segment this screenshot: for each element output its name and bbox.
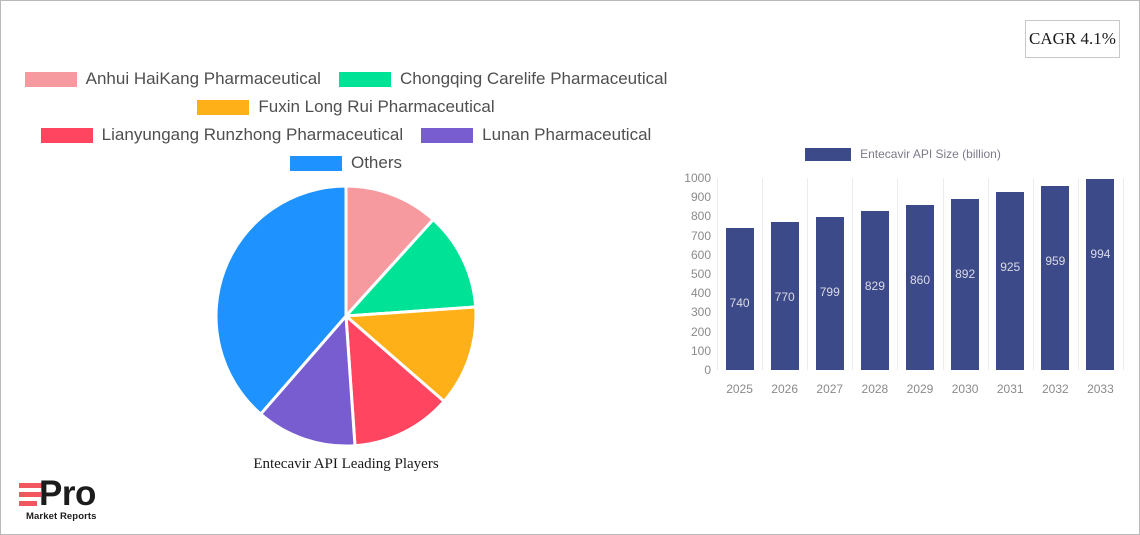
x-axis-tick-label: 2029 [906, 382, 934, 396]
pro-market-reports-logo: Pro Market Reports [19, 474, 119, 524]
bar-value-label: 925 [1000, 260, 1021, 275]
bar-value-label: 959 [1045, 253, 1066, 268]
bar[interactable] [815, 216, 844, 370]
pie-chart-svg [215, 185, 477, 447]
x-axis-tick-label: 2030 [951, 382, 979, 396]
pie-legend-item[interactable]: Fuxin Long Rui Pharmaceutical [197, 97, 495, 117]
legend-swatch [338, 71, 391, 87]
grid-line [897, 178, 899, 370]
logo-tagline: Market Reports [26, 511, 97, 522]
bar-value-label: 829 [864, 278, 885, 293]
pie-slice[interactable] [342, 217, 477, 318]
bar-value-label: 892 [955, 266, 976, 281]
pie-slice[interactable] [342, 305, 477, 404]
pie-chart-caption: Entecavir API Leading Players [253, 456, 439, 472]
bar-legend-swatch [805, 147, 852, 161]
pie-slice[interactable] [215, 185, 348, 417]
pie-legend-item[interactable]: Anhui HaiKang Pharmaceutical [24, 69, 321, 89]
bar-value-label: 994 [1090, 247, 1111, 262]
grid-line [717, 178, 718, 370]
legend-item-label: Others [350, 153, 403, 172]
legend-row: Others [1, 153, 691, 173]
bar-value-label: 770 [774, 290, 795, 305]
pie-chart [215, 185, 477, 447]
grid-line [987, 178, 989, 370]
pie-legend: Anhui HaiKang Pharmaceutical Chongqing Ca… [1, 61, 691, 173]
y-axis-tick-label: 200 [690, 324, 711, 339]
pie-legend-item[interactable]: Chongqing Carelife Pharmaceutical [338, 69, 668, 89]
bar[interactable] [860, 210, 889, 370]
legend-swatch [24, 71, 77, 87]
pie-legend-item[interactable]: Lianyungang Runzhong Pharmaceutical [40, 125, 404, 145]
logo-wordmark: Pro [39, 474, 96, 513]
y-axis-tick-label: 0 [704, 363, 711, 377]
grid-line [762, 178, 764, 370]
grid-line [1077, 178, 1079, 370]
bar[interactable] [725, 227, 754, 370]
legend-row: Fuxin Long Rui Pharmaceutical [1, 97, 691, 117]
legend-item-label: Chongqing Carelife Pharmaceutical [399, 69, 668, 88]
bar-value-label: 740 [729, 295, 750, 310]
pie-slice[interactable] [344, 312, 447, 447]
x-axis-tick-label: 2025 [726, 382, 753, 396]
bar[interactable] [906, 204, 934, 370]
bar[interactable] [1086, 179, 1115, 370]
y-axis-tick-label: 1000 [684, 171, 711, 185]
x-axis-tick-label: 2032 [1041, 382, 1069, 396]
bar-value-label: 860 [909, 272, 931, 287]
y-axis-tick-label: 300 [690, 305, 711, 320]
y-axis-tick-label: 600 [690, 247, 711, 262]
x-axis-tick-label: 2027 [816, 382, 844, 396]
legend-swatch [289, 155, 342, 171]
pie-legend-item[interactable]: Others [289, 153, 403, 173]
y-axis-tick-label: 500 [690, 267, 711, 281]
pie-legend-item[interactable]: Lunan Pharmaceutical [421, 125, 651, 145]
legend-swatch [197, 99, 250, 115]
bar[interactable] [1041, 185, 1070, 370]
bar-legend[interactable]: Entecavir API Size (billion) [677, 144, 1129, 164]
legend-item-label: Lunan Pharmaceutical [482, 125, 652, 144]
pie-slice[interactable] [344, 185, 436, 320]
x-axis-tick-label: 2028 [861, 382, 889, 396]
y-axis-tick-label: 900 [690, 190, 711, 205]
grid-line [807, 178, 809, 370]
legend-item-label: Anhui HaiKang Pharmaceutical [85, 69, 321, 88]
x-axis-tick-label: 2026 [771, 382, 799, 396]
bar-chart-panel: Entecavir API Size (billion) 0 100 200 300 4… [677, 144, 1129, 414]
y-axis-tick-label: 100 [690, 343, 711, 358]
grid-line [942, 178, 944, 370]
legend-row: Lianyungang Runzhong Pharmaceutical Lunan… [1, 125, 691, 145]
pie-chart-panel: Anhui HaiKang Pharmaceutical Chongqing Ca… [1, 61, 691, 491]
cagr-badge-label: CAGR 4.1% [1029, 29, 1116, 48]
grid-line [1123, 178, 1124, 370]
legend-row: Anhui HaiKang Pharmaceutical Chongqing Ca… [1, 69, 691, 89]
y-axis-tick-label: 800 [690, 209, 711, 224]
legend-swatch [40, 127, 93, 143]
x-axis-tick-label: 2031 [996, 382, 1024, 396]
pie-slice[interactable] [258, 312, 357, 447]
grid-line [852, 178, 854, 370]
bar[interactable] [770, 222, 799, 370]
grid-line [1032, 178, 1034, 370]
bar[interactable] [996, 192, 1025, 370]
bar-legend-label: Entecavir API Size (billion) [860, 147, 1001, 161]
x-axis-tick-label: 2033 [1087, 382, 1114, 396]
cagr-badge: CAGR 4.1% [1025, 20, 1120, 58]
bar-plot-area: 0 100 200 300 400 500 600 700 800 900 1000 740 2025 7… [677, 164, 1129, 410]
y-axis-tick-label: 400 [690, 286, 711, 301]
logo-mark-icon [19, 480, 45, 510]
legend-item-label: Lianyungang Runzhong Pharmaceutical [101, 125, 404, 144]
y-axis-tick-label: 700 [690, 228, 711, 243]
bar[interactable] [951, 198, 980, 370]
legend-item-label: Fuxin Long Rui Pharmaceutical [258, 97, 495, 116]
bar-value-label: 799 [819, 284, 840, 299]
legend-swatch [421, 127, 474, 143]
